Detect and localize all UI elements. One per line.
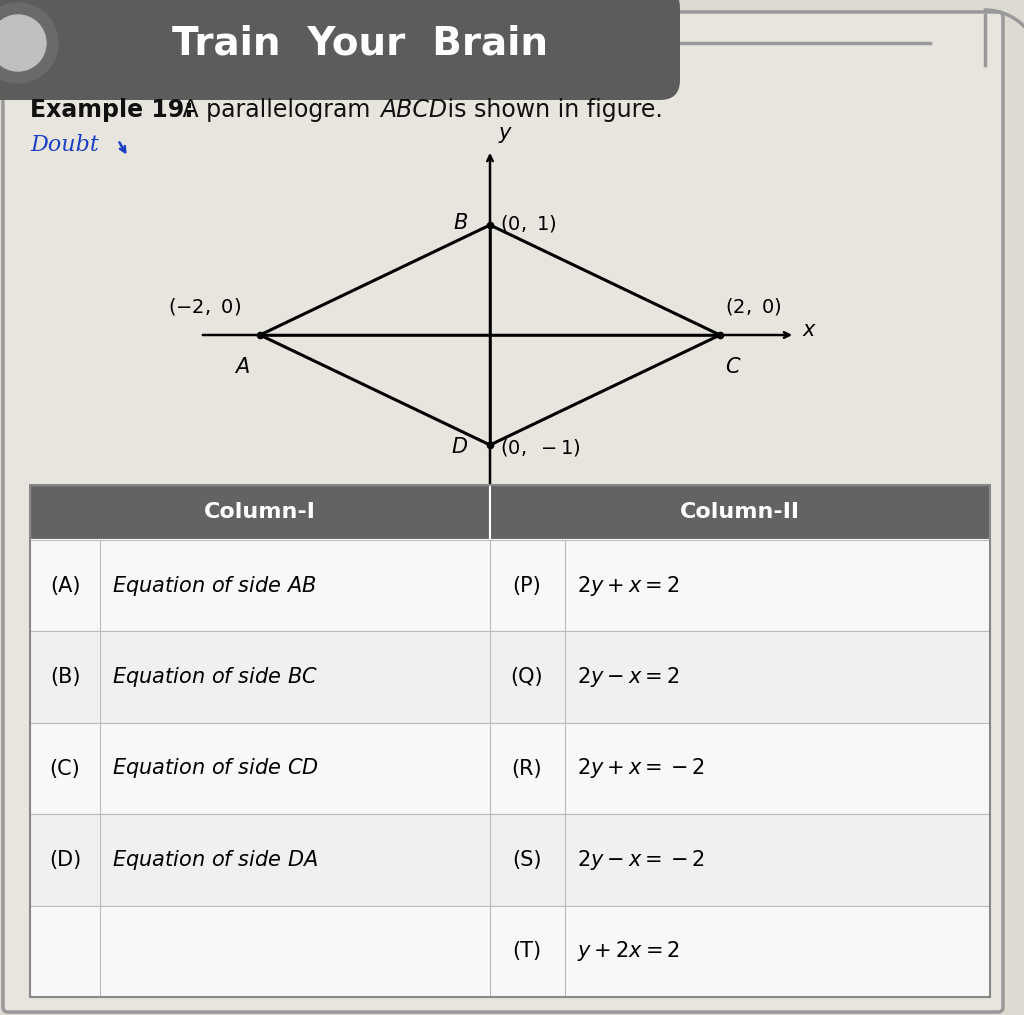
Text: $2y - x = -2$: $2y - x = -2$ [577, 848, 705, 872]
FancyBboxPatch shape [3, 12, 1002, 1012]
Bar [30, 631, 990, 723]
Text: Example 19:: Example 19: [30, 98, 194, 122]
Text: Column-I: Column-I [204, 502, 316, 523]
Text: $(2,\ 0)$: $(2,\ 0)$ [725, 296, 781, 317]
Text: $A$: $A$ [234, 357, 250, 377]
Text: is shown in figure.: is shown in figure. [440, 98, 663, 122]
Bar [30, 723, 990, 814]
Text: Equation of side $BC$: Equation of side $BC$ [112, 665, 318, 689]
Bar [490, 485, 990, 540]
Text: $2y + x = 2$: $2y + x = 2$ [577, 573, 679, 598]
Text: (A): (A) [50, 576, 80, 596]
Text: (B): (B) [50, 667, 80, 687]
Text: $(-2,\ 0)$: $(-2,\ 0)$ [169, 296, 242, 317]
Text: Train  Your  Brain: Train Your Brain [172, 24, 548, 62]
Text: (Q): (Q) [511, 667, 544, 687]
Text: Equation of side $DA$: Equation of side $DA$ [112, 848, 318, 872]
Text: $y$: $y$ [498, 125, 513, 145]
Text: Equation of side $AB$: Equation of side $AB$ [112, 573, 316, 598]
Text: Equation of side $CD$: Equation of side $CD$ [112, 756, 318, 781]
Text: $(0,\ -1)$: $(0,\ -1)$ [500, 436, 581, 458]
Bar [30, 485, 490, 540]
Text: (P): (P) [513, 576, 542, 596]
Text: A parallelogram: A parallelogram [175, 98, 378, 122]
Text: $2y - x = 2$: $2y - x = 2$ [577, 665, 679, 689]
Circle shape [0, 3, 58, 83]
Text: $2y + x = -2$: $2y + x = -2$ [577, 756, 705, 781]
Text: (T): (T) [512, 941, 542, 961]
Text: $y + 2x = 2$: $y + 2x = 2$ [577, 939, 680, 963]
FancyBboxPatch shape [0, 0, 680, 100]
Text: Doubt: Doubt [30, 134, 99, 156]
Text: $(0,\ 1)$: $(0,\ 1)$ [500, 212, 557, 233]
Circle shape [0, 0, 70, 95]
Text: (C): (C) [49, 758, 80, 779]
Text: $x$: $x$ [802, 320, 817, 340]
Bar [30, 814, 990, 905]
Text: $C$: $C$ [725, 357, 741, 377]
Bar [30, 540, 990, 631]
Text: (D): (D) [49, 850, 81, 870]
Circle shape [0, 15, 46, 71]
Text: $D$: $D$ [451, 437, 468, 457]
Bar [30, 485, 990, 997]
Text: ABCD: ABCD [380, 98, 447, 122]
Bar [30, 905, 990, 997]
Text: $B$: $B$ [453, 213, 468, 233]
Text: Column-II: Column-II [680, 502, 800, 523]
Text: (R): (R) [512, 758, 543, 779]
Text: (S): (S) [512, 850, 542, 870]
